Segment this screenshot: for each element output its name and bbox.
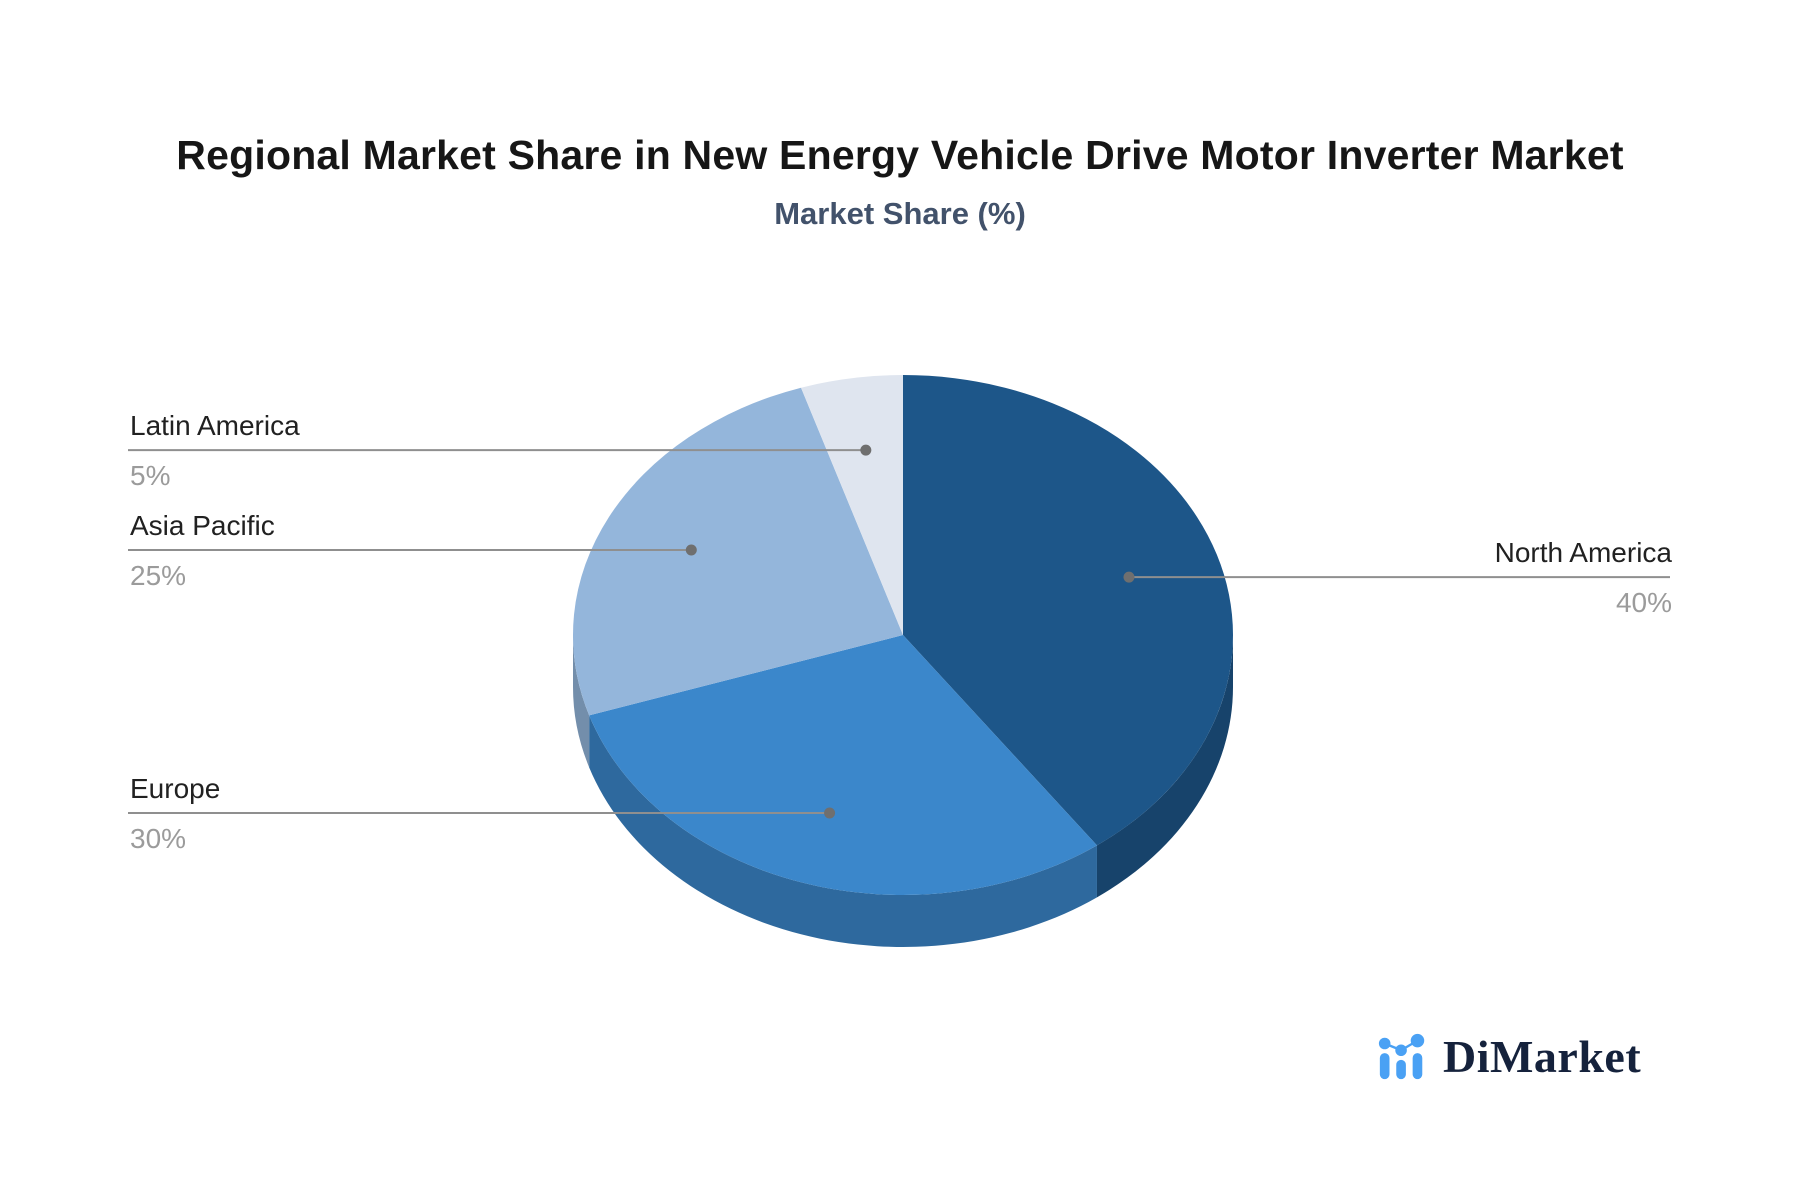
- leader-dot-latin-america: [860, 444, 872, 456]
- slice-label-europe: Europe: [130, 773, 221, 805]
- slice-value-north-america: 40%: [1615, 587, 1672, 619]
- leader-dot-asia-pacific: [685, 544, 697, 556]
- slice-label-latin-america: Latin America: [130, 410, 300, 442]
- chart-subtitle: Market Share (%): [774, 196, 1026, 231]
- chart-title: Regional Market Share in New Energy Vehi…: [176, 132, 1624, 178]
- bar-chart-logo-icon: [1378, 1033, 1425, 1080]
- pie-slice-side-north-america: [1096, 635, 1233, 898]
- slice-value-europe: 30%: [130, 823, 187, 855]
- leader-dot-europe: [824, 807, 836, 819]
- slice-value-latin-america: 5%: [130, 460, 171, 492]
- pie-slice-europe: [589, 635, 1097, 895]
- slice-label-asia-pacific: Asia Pacific: [130, 510, 275, 541]
- leader-dot-north-america: [1123, 571, 1135, 583]
- pie-slice-side-asia-pacific: [573, 635, 590, 768]
- pie-slice-asia-pacific: [573, 387, 903, 716]
- pie-slice-latin-america: [801, 375, 903, 635]
- slice-label-north-america: North America: [1494, 537, 1672, 569]
- brand-logo-text: DiMarket: [1443, 1031, 1642, 1082]
- pie-slice-north-america: [903, 375, 1233, 846]
- pie-slice-side-europe: [589, 715, 1097, 947]
- slice-value-asia-pacific: 25%: [130, 560, 187, 591]
- brand-logo: DiMarket: [1376, 1030, 1641, 1084]
